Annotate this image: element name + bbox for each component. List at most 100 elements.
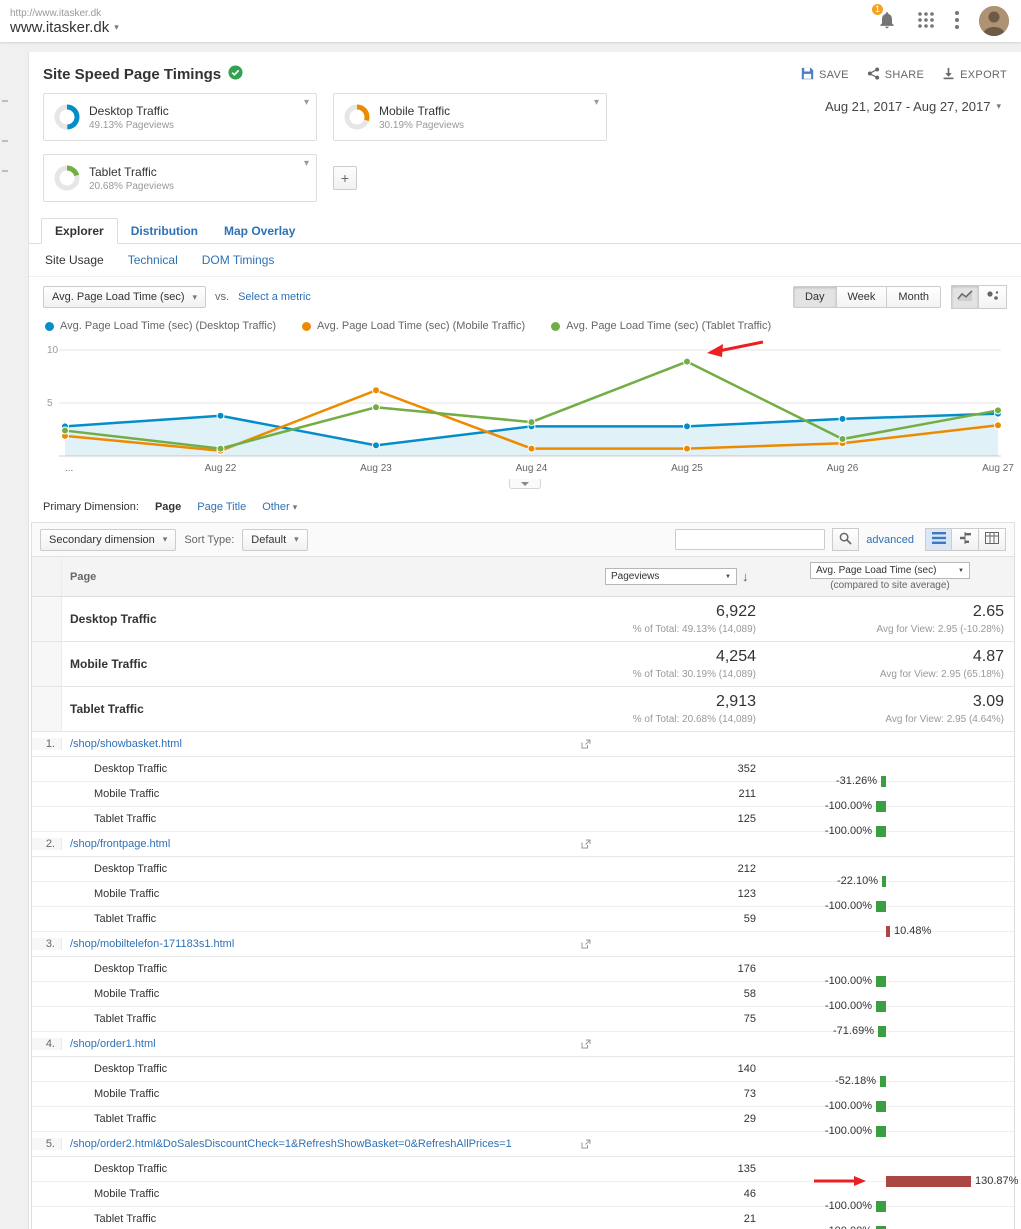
page-url-link[interactable]: /shop/showbasket.html <box>70 738 182 750</box>
donut-chart-icon <box>344 104 370 130</box>
summary-row: Tablet Traffic 2,913 % of Total: 20.68% (1… <box>32 687 1014 732</box>
chevron-down-icon[interactable]: ▾ <box>303 158 309 169</box>
segment-name: Mobile Traffic <box>94 1088 160 1100</box>
external-link-icon[interactable] <box>581 1039 601 1049</box>
external-link-icon[interactable] <box>581 939 601 949</box>
motion-chart-button[interactable] <box>979 285 1007 309</box>
metric-select[interactable]: Avg. Page Load Time (sec) ▾ <box>43 286 207 308</box>
page-url-link[interactable]: /shop/mobiltelefon-171183s1.html <box>70 938 235 950</box>
table-row-segment: Tablet Traffic 125 -100.00% <box>32 807 1014 837</box>
granularity-week-button[interactable]: Week <box>836 286 888 308</box>
pageviews-column-header: Pageviews ▼ ↓ <box>601 557 766 596</box>
metric-column-select[interactable]: Avg. Page Load Time (sec) ▼ <box>810 562 970 579</box>
comparison-view-button[interactable] <box>952 528 979 551</box>
search-button[interactable] <box>832 528 860 551</box>
segment-subtitle: 30.19% Pageviews <box>379 119 465 131</box>
chevron-down-icon: ▾ <box>192 291 198 302</box>
comparison-value: -100.00% <box>824 975 872 987</box>
granularity-month-button[interactable]: Month <box>887 286 941 308</box>
table-toolbar: Secondary dimension ▾ Sort Type: Default… <box>31 522 1015 557</box>
date-range-selector[interactable]: Aug 21, 2017 - Aug 27, 2017 ▾ <box>825 99 1001 114</box>
external-link-icon[interactable] <box>581 739 601 749</box>
secondary-dimension-button[interactable]: Secondary dimension ▾ <box>40 528 177 551</box>
chevron-down-icon[interactable]: ▾ <box>593 97 599 108</box>
tab-map-overlay[interactable]: Map Overlay <box>224 224 296 238</box>
comparison-bar <box>876 976 886 987</box>
account-selector[interactable]: www.itasker.dk ▾ <box>10 19 119 36</box>
dimension-other[interactable]: Other ▾ <box>262 501 297 513</box>
add-segment-button[interactable]: + <box>333 166 357 190</box>
legend-item[interactable]: Avg. Page Load Time (sec) (Desktop Traff… <box>45 320 276 332</box>
comparison-value: -100.00% <box>824 1000 872 1012</box>
user-avatar[interactable] <box>979 6 1009 36</box>
data-view-button[interactable] <box>925 528 952 551</box>
segment-name: Tablet Traffic <box>94 1113 157 1125</box>
segment-name: Desktop Traffic <box>94 1063 168 1075</box>
vs-label: vs. <box>215 291 230 303</box>
legend-item[interactable]: Avg. Page Load Time (sec) (Tablet Traffi… <box>551 320 771 332</box>
svg-text:5: 5 <box>47 398 53 409</box>
granularity-day-button[interactable]: Day <box>792 286 837 308</box>
comparison-value: -100.00% <box>825 1219 872 1229</box>
dimension-page[interactable]: Page <box>154 501 182 513</box>
advanced-filter-link[interactable]: advanced <box>866 533 914 546</box>
svg-text:Aug 27: Aug 27 <box>982 463 1014 474</box>
svg-text:Aug 24: Aug 24 <box>516 463 548 474</box>
segment-card-mobile[interactable]: Mobile Traffic 30.19% Pageviews ▾ <box>333 93 607 141</box>
pivot-view-button[interactable] <box>979 528 1006 551</box>
page-title: Site Speed Page Timings <box>43 65 243 84</box>
save-button[interactable]: SAVE <box>801 67 849 83</box>
apps-grid-icon <box>917 11 935 32</box>
segment-name: Tablet Traffic <box>94 913 157 925</box>
export-button[interactable]: EXPORT <box>942 67 1007 83</box>
subtab-technical[interactable]: Technical <box>127 253 178 267</box>
legend-label: Avg. Page Load Time (sec) (Desktop Traff… <box>60 320 277 332</box>
share-button[interactable]: SHARE <box>867 66 924 83</box>
page-title-text: Site Speed Page Timings <box>43 66 222 83</box>
segment-card-tablet[interactable]: Tablet Traffic 20.68% Pageviews ▾ <box>43 154 317 202</box>
tab-distribution[interactable]: Distribution <box>130 224 199 238</box>
page-url-link[interactable]: /shop/order2.html&DoSalesDiscountCheck=1… <box>70 1138 512 1150</box>
select-a-metric-link[interactable]: Select a metric <box>238 291 311 303</box>
segment-card-desktop[interactable]: Desktop Traffic 49.13% Pageviews ▾ <box>43 93 317 141</box>
overflow-menu-button[interactable] <box>955 10 959 32</box>
page-url-link[interactable]: /shop/frontpage.html <box>70 838 171 850</box>
sort-direction-icon[interactable]: ↓ <box>742 569 749 584</box>
segment-name: Mobile Traffic <box>94 888 160 900</box>
subtab-dom-timings[interactable]: DOM Timings <box>201 253 275 267</box>
notifications-button[interactable]: 1 <box>870 1 897 33</box>
page-cell: /shop/order1.html <box>62 1038 601 1050</box>
pageviews-note: % of Total: 49.13% (14,089) <box>632 624 756 635</box>
line-chart-button[interactable] <box>951 285 979 309</box>
donut-chart-icon <box>54 165 80 191</box>
table-search-area: advanced <box>675 528 1006 551</box>
row-index: 3. <box>32 938 62 950</box>
motion-chart-icon <box>986 290 1000 305</box>
comparison-bar <box>880 1076 886 1087</box>
summary-metric-cell: 4.87 Avg for View: 2.95 (65.18%) <box>766 642 1014 686</box>
metric-value: 4.87 <box>972 648 1004 665</box>
legend-item[interactable]: Avg. Page Load Time (sec) (Mobile Traffi… <box>302 320 525 332</box>
chevron-down-icon: ▾ <box>292 502 298 512</box>
table-row-segment: Desktop Traffic 140 -52.18% <box>32 1057 1014 1087</box>
timeseries-chart[interactable]: 5 10... Aug 22 Aug 23 Aug 24 Aug 25 Aug 26 Aug … <box>29 334 1021 479</box>
apps-grid-button[interactable] <box>917 11 935 32</box>
external-link-icon[interactable] <box>581 1139 601 1149</box>
sort-type-button[interactable]: Default ▾ <box>242 528 308 551</box>
pageviews-metric-select[interactable]: Pageviews ▼ <box>605 568 737 585</box>
verified-check-icon <box>228 65 243 84</box>
tab-explorer[interactable]: Explorer <box>41 218 118 244</box>
pivot-table-icon <box>985 532 999 547</box>
annotations-expander[interactable] <box>509 479 541 489</box>
dimension-page-title[interactable]: Page Title <box>197 501 247 513</box>
page-url-link[interactable]: /shop/order1.html <box>70 1038 156 1050</box>
table-grid-icon <box>931 532 946 547</box>
external-link-icon[interactable] <box>581 839 601 849</box>
sort-type-label: Sort Type: <box>184 533 235 546</box>
chevron-down-icon[interactable]: ▾ <box>303 97 309 108</box>
chart-legend: Avg. Page Load Time (sec) (Desktop Traff… <box>29 315 1021 334</box>
svg-text:Aug 23: Aug 23 <box>360 463 392 474</box>
subtab-site-usage[interactable]: Site Usage <box>45 253 104 267</box>
kebab-menu-icon <box>955 10 959 32</box>
search-input[interactable] <box>675 529 826 550</box>
